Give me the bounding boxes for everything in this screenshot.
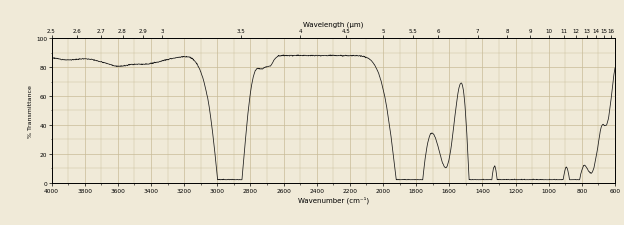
X-axis label: Wavelength (μm): Wavelength (μm) xyxy=(303,21,363,28)
X-axis label: Wavenumber (cm⁻¹): Wavenumber (cm⁻¹) xyxy=(298,196,369,204)
Y-axis label: % Transmittance: % Transmittance xyxy=(29,85,34,137)
